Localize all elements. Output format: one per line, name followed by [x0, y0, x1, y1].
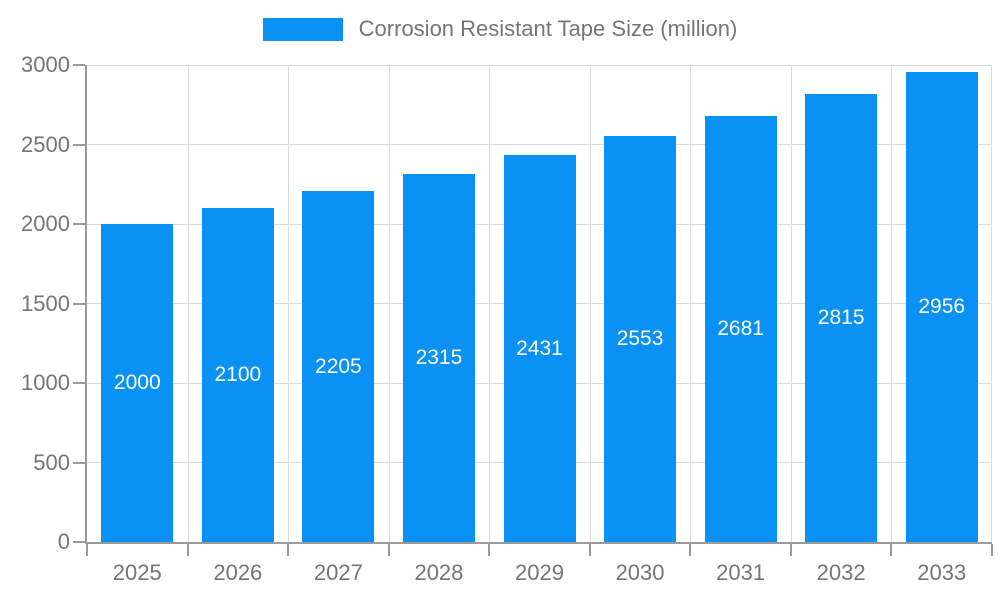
v-gridline	[791, 65, 792, 542]
y-tick-label: 1000	[21, 370, 70, 395]
y-tick	[73, 223, 85, 225]
legend-swatch	[262, 17, 343, 41]
bar: 2100	[201, 208, 274, 542]
x-tick-label: 2025	[112, 560, 162, 585]
bar-value-label: 2315	[415, 345, 463, 369]
x-tick	[890, 544, 892, 556]
x-tick	[991, 544, 993, 556]
x-tick	[689, 544, 691, 556]
bar: 2315	[402, 173, 475, 542]
y-tick-label: 2500	[21, 131, 70, 157]
v-gridline	[590, 65, 591, 542]
x-tick	[287, 544, 289, 556]
bar-value-label: 2553	[616, 327, 664, 351]
y-axis-line	[85, 65, 87, 542]
x-tick-label: 2033	[917, 560, 967, 585]
x-tick-label: 2032	[816, 560, 866, 585]
y-tick	[73, 143, 85, 146]
y-tick-label: 1500	[21, 290, 70, 316]
y-tick-label: 0	[57, 529, 70, 554]
v-gridline	[489, 65, 490, 542]
bar: 2431	[503, 155, 576, 542]
bar-value-label: 2956	[918, 295, 966, 318]
v-gridline	[690, 65, 691, 542]
bar: 2553	[604, 136, 677, 542]
bar: 2956	[905, 72, 978, 542]
v-gridline	[891, 65, 892, 542]
x-tick	[589, 544, 591, 556]
plot-area: 2000 2100 2205 2315 2431 2553 2681 2815 2956 0 50…	[21, 52, 993, 585]
x-tick	[790, 544, 792, 556]
v-gridline	[389, 65, 390, 542]
x-tick	[388, 544, 390, 556]
y-tick	[73, 64, 85, 66]
x-axis-line	[85, 542, 992, 544]
x-tick	[86, 544, 88, 556]
x-tick-label: 2029	[515, 560, 564, 585]
x-tick-label: 2030	[615, 560, 665, 585]
bar-value-label: 2100	[214, 363, 262, 387]
y-tick-label: 500	[33, 449, 70, 475]
x-tick	[488, 544, 490, 556]
bar: 2815	[805, 94, 878, 542]
h-gridline	[87, 144, 992, 145]
v-gridline	[288, 65, 289, 542]
x-tick-label: 2028	[414, 560, 464, 585]
x-tick-label: 2031	[716, 560, 766, 585]
bar-value-label: 2205	[315, 354, 362, 378]
v-gridline	[188, 65, 189, 542]
h-gridline	[87, 64, 992, 66]
legend[interactable]: Corrosion Resistant Tape Size (million)	[0, 16, 1000, 42]
y-tick-label: 2000	[21, 211, 70, 236]
legend-label: Corrosion Resistant Tape Size (million)	[358, 16, 738, 41]
bar: 2205	[302, 191, 375, 542]
y-tick-label: 3000	[21, 52, 70, 77]
y-tick	[73, 461, 85, 464]
bar-value-label: 2681	[717, 316, 764, 340]
bar-value-label: 2815	[817, 306, 865, 330]
v-gridline	[991, 65, 992, 542]
y-tick	[73, 302, 85, 305]
y-tick	[73, 382, 85, 384]
bar-value-label: 2000	[113, 371, 161, 394]
x-tick-label: 2027	[313, 560, 363, 585]
y-tick	[73, 541, 85, 543]
x-tick-label: 2026	[213, 560, 263, 585]
bar: 2000	[101, 224, 174, 542]
bar-value-label: 2431	[516, 336, 563, 360]
x-tick	[187, 544, 189, 556]
bar: 2681	[704, 115, 777, 542]
